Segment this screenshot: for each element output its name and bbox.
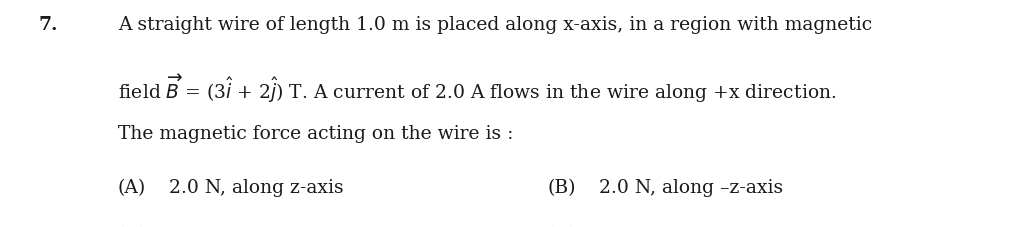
Text: 2.0 N, along z-axis: 2.0 N, along z-axis — [169, 179, 344, 197]
Text: A straight wire of length 1.0 m is placed along x-axis, in a region with magneti: A straight wire of length 1.0 m is place… — [118, 16, 871, 34]
Text: field $\overrightarrow{B}$ = (3$\hat{i}$ + 2$\hat{j}$) T. A current of 2.0 A flo: field $\overrightarrow{B}$ = (3$\hat{i}$… — [118, 73, 837, 105]
Text: The magnetic force acting on the wire is :: The magnetic force acting on the wire is… — [118, 125, 513, 143]
Text: (B): (B) — [548, 179, 577, 197]
Text: (A): (A) — [118, 179, 146, 197]
Text: 2.0 N, along –z-axis: 2.0 N, along –z-axis — [599, 179, 783, 197]
Text: 7.: 7. — [39, 16, 58, 34]
